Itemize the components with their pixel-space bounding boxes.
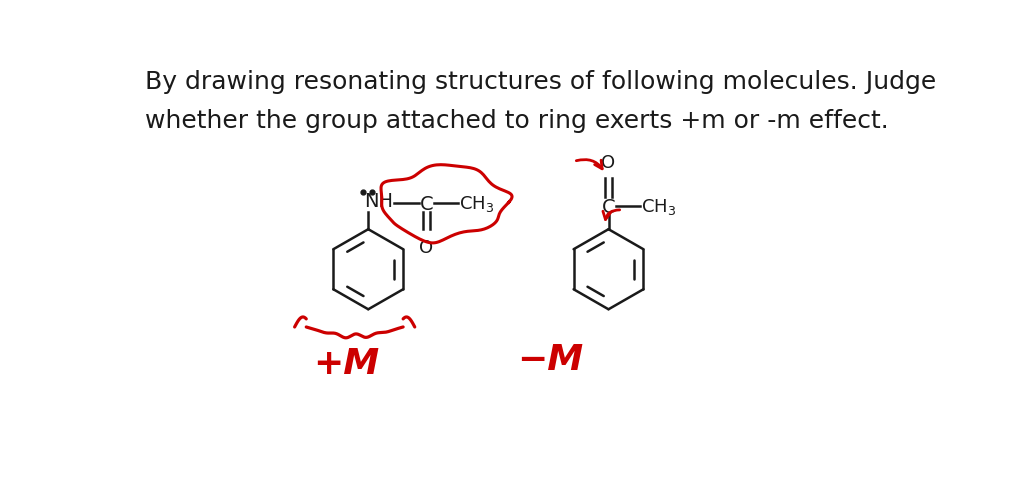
Text: CH$_3$: CH$_3$ — [459, 193, 495, 214]
Text: O: O — [419, 239, 433, 257]
Text: NH: NH — [365, 192, 393, 211]
Text: C: C — [602, 197, 615, 216]
Text: C: C — [420, 194, 433, 213]
Text: whether the group attached to ring exerts +m or -m effect.: whether the group attached to ring exert… — [145, 108, 889, 132]
Text: −M: −M — [517, 343, 584, 377]
Text: By drawing resonating structures of following molecules. Judge: By drawing resonating structures of foll… — [145, 70, 936, 94]
Text: CH$_3$: CH$_3$ — [641, 197, 676, 216]
Text: O: O — [601, 154, 615, 171]
Text: +M: +M — [313, 347, 380, 381]
